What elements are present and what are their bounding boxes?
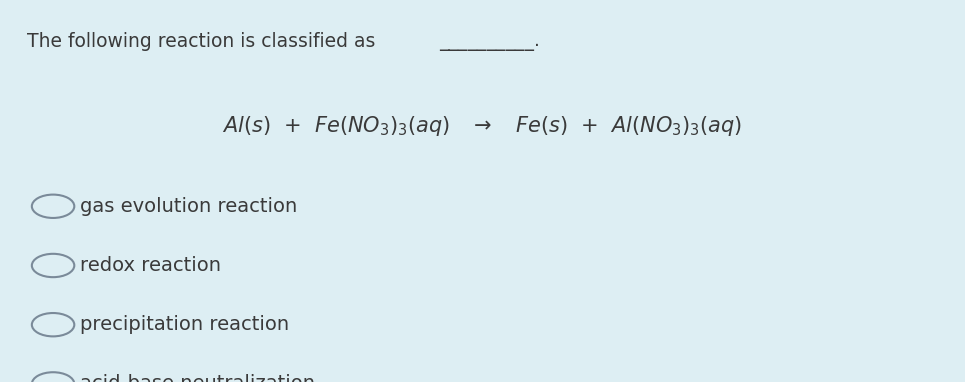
Text: acid-base neutralization: acid-base neutralization <box>80 374 316 382</box>
Text: gas evolution reaction: gas evolution reaction <box>80 197 297 216</box>
Text: $\mathit{Al(s)}$  +  $\mathit{Fe(NO_3)_3(aq)}$   $\rightarrow$   $\mathit{Fe(s)}: $\mathit{Al(s)}$ + $\mathit{Fe(NO_3)_3(a… <box>222 114 743 138</box>
Text: precipitation reaction: precipitation reaction <box>80 315 290 334</box>
Text: redox reaction: redox reaction <box>80 256 221 275</box>
Text: __________.: __________. <box>439 32 540 52</box>
Text: The following reaction is classified as: The following reaction is classified as <box>27 32 387 52</box>
